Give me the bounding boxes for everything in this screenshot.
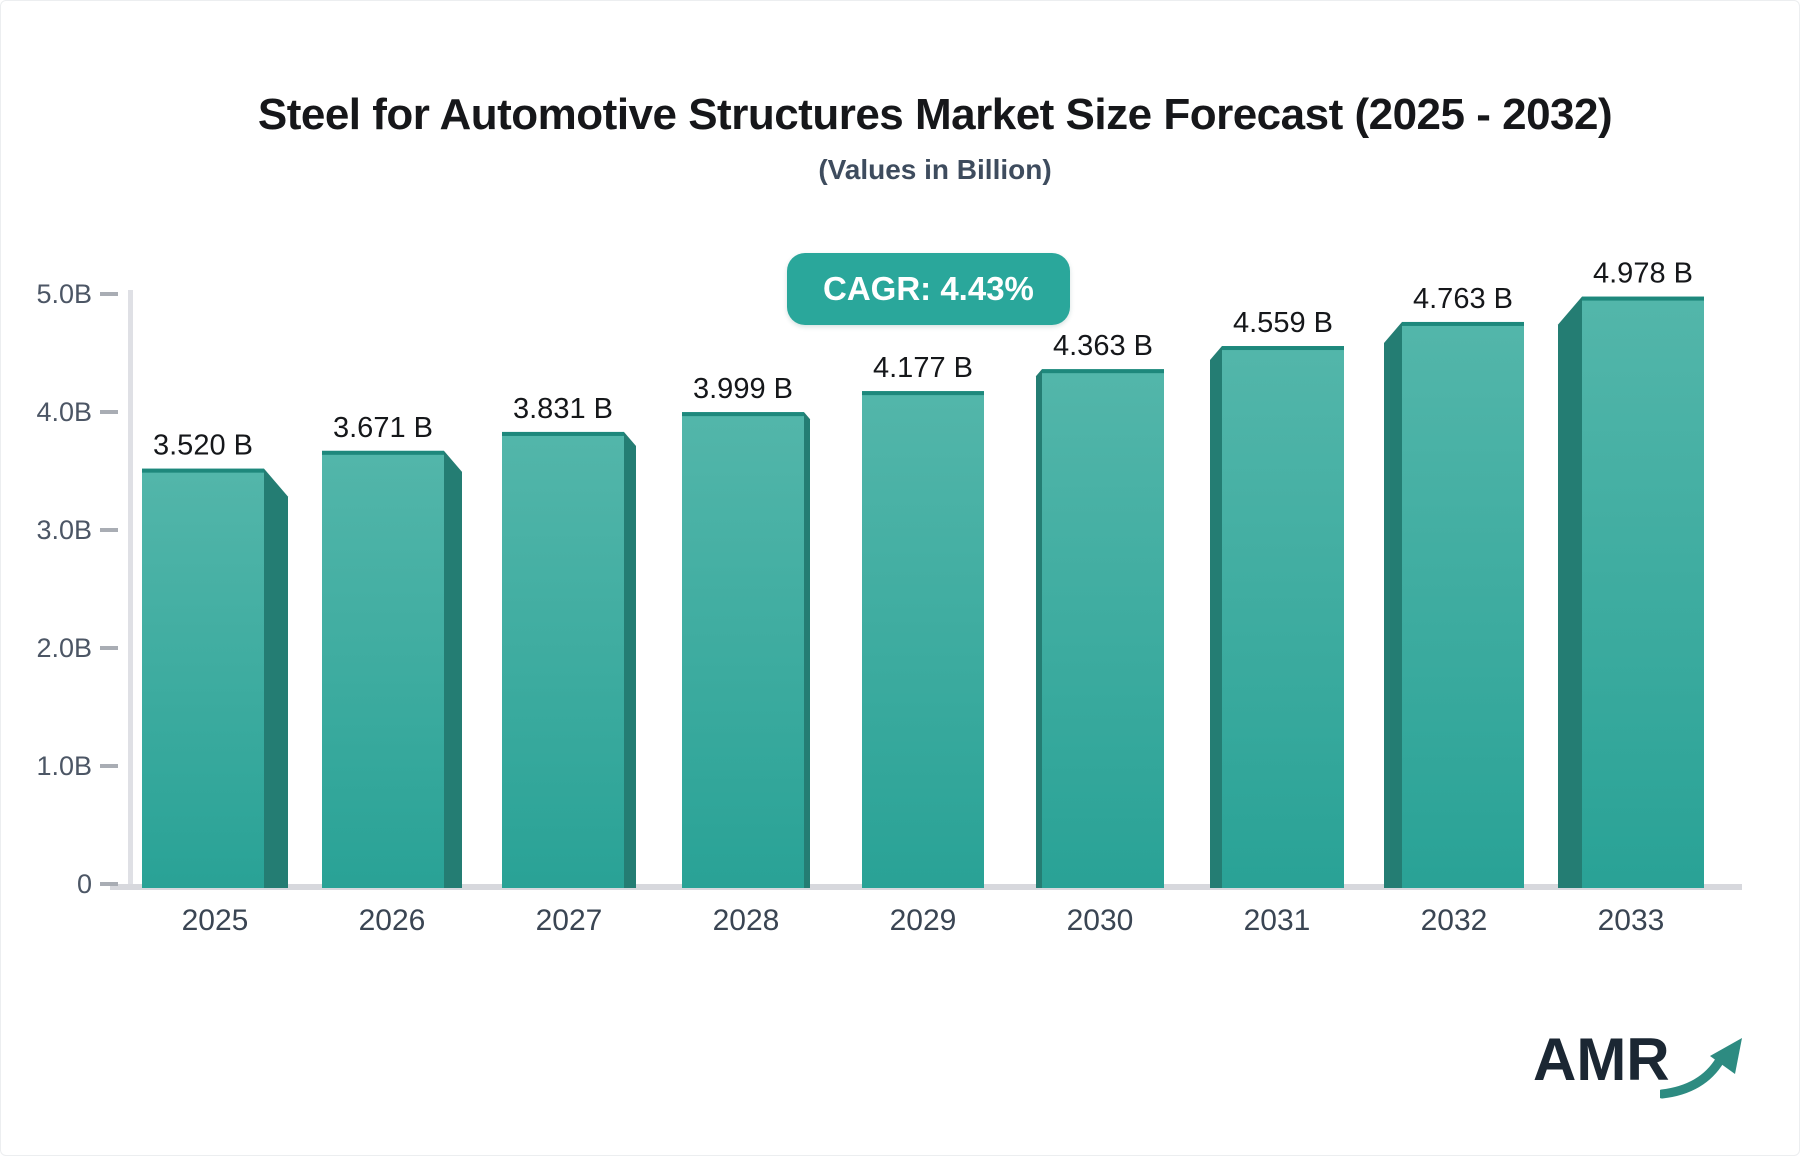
amr-logo-text: AMR [1533,1026,1670,1093]
cagr-badge-label: CAGR: 4.43% [823,270,1034,307]
bar-2031 [1210,346,1344,889]
bar-value-label: 3.671 B [333,412,433,444]
chart-header: Steel for Automotive Structures Market S… [70,90,1800,186]
bar-face [322,450,444,888]
bar-side-panel [624,431,636,888]
bar-2030 [1036,369,1164,888]
bar-top-edge [682,412,804,417]
y-tick-label: 1.0B [36,751,92,781]
bar-top-edge [1222,346,1344,351]
bar-2027 [502,431,636,888]
growth-arrow-icon [1659,1038,1742,1099]
bar-top-edge [142,468,264,473]
bar-2032 [1384,321,1524,888]
bar-value-label: 3.831 B [513,393,613,425]
bar-face [502,431,624,888]
bar-side-panel [1558,296,1582,888]
y-axis-line [128,290,133,890]
amr-logo: AMR [1533,1030,1746,1100]
y-tick-mark [100,882,118,886]
bar-face [682,412,804,888]
x-category-label: 2032 [1421,904,1488,937]
bar-top-edge [1582,296,1704,301]
y-tick-mark [100,528,118,532]
labels: 3.520 B 2025 3.671 B 2026 3.831 B 2027 3.999 B… [153,258,1693,937]
bar-value-label: 4.978 B [1593,258,1693,290]
bar-top-edge [502,431,624,436]
bars [142,296,1704,889]
bar-side-panel [804,412,810,888]
chart-subtitle: (Values in Billion) [818,154,1052,185]
bar-value-label: 4.177 B [873,352,973,384]
bar-2026 [322,450,462,888]
bar-face [1042,369,1164,888]
bar-side-panel [1210,346,1222,889]
bar-top-edge [1042,369,1164,374]
bar-value-label: 4.763 B [1413,283,1513,315]
bar-top-edge [322,450,444,455]
y-tick-mark [100,764,118,768]
bar-value-label: 4.363 B [1053,330,1153,362]
chart-title: Steel for Automotive Structures Market S… [257,90,1613,139]
x-category-label: 2027 [536,904,603,937]
bar-value-label: 3.999 B [693,373,793,405]
bar-side-panel [1384,321,1402,888]
bar-face [1222,346,1344,889]
bar-face [862,391,984,888]
x-category-label: 2031 [1244,904,1311,937]
bar-top-edge [862,391,984,396]
bar-value-label: 4.559 B [1233,307,1333,339]
bar-side-panel [264,468,288,888]
bar-face [142,468,264,888]
bar-value-label: 3.520 B [153,430,253,462]
bar-2028 [682,412,810,888]
bar-face [1402,321,1524,888]
x-category-label: 2025 [182,904,249,937]
y-tick-label: 5.0B [36,279,92,309]
bar-2029 [862,391,984,888]
bar-face [1582,296,1704,888]
y-tick-label: 4.0B [36,397,92,427]
y-tick-label: 3.0B [36,515,92,545]
y-tick-mark [100,410,118,414]
bar-side-panel [444,450,462,888]
y-tick-mark [100,292,118,296]
bar-2033 [1558,296,1704,888]
y-tick-label: 0 [77,869,92,899]
x-category-label: 2033 [1598,904,1665,937]
bar-top-edge [1402,321,1524,326]
y-tick-mark [100,646,118,650]
bar-2025 [142,468,288,888]
cagr-badge: CAGR: 4.43% [787,253,1070,325]
x-category-label: 2026 [359,904,426,937]
x-category-label: 2029 [890,904,957,937]
x-category-label: 2030 [1067,904,1134,937]
y-tick-label: 2.0B [36,633,92,663]
x-category-label: 2028 [713,904,780,937]
bar-side-panel [1036,369,1042,888]
